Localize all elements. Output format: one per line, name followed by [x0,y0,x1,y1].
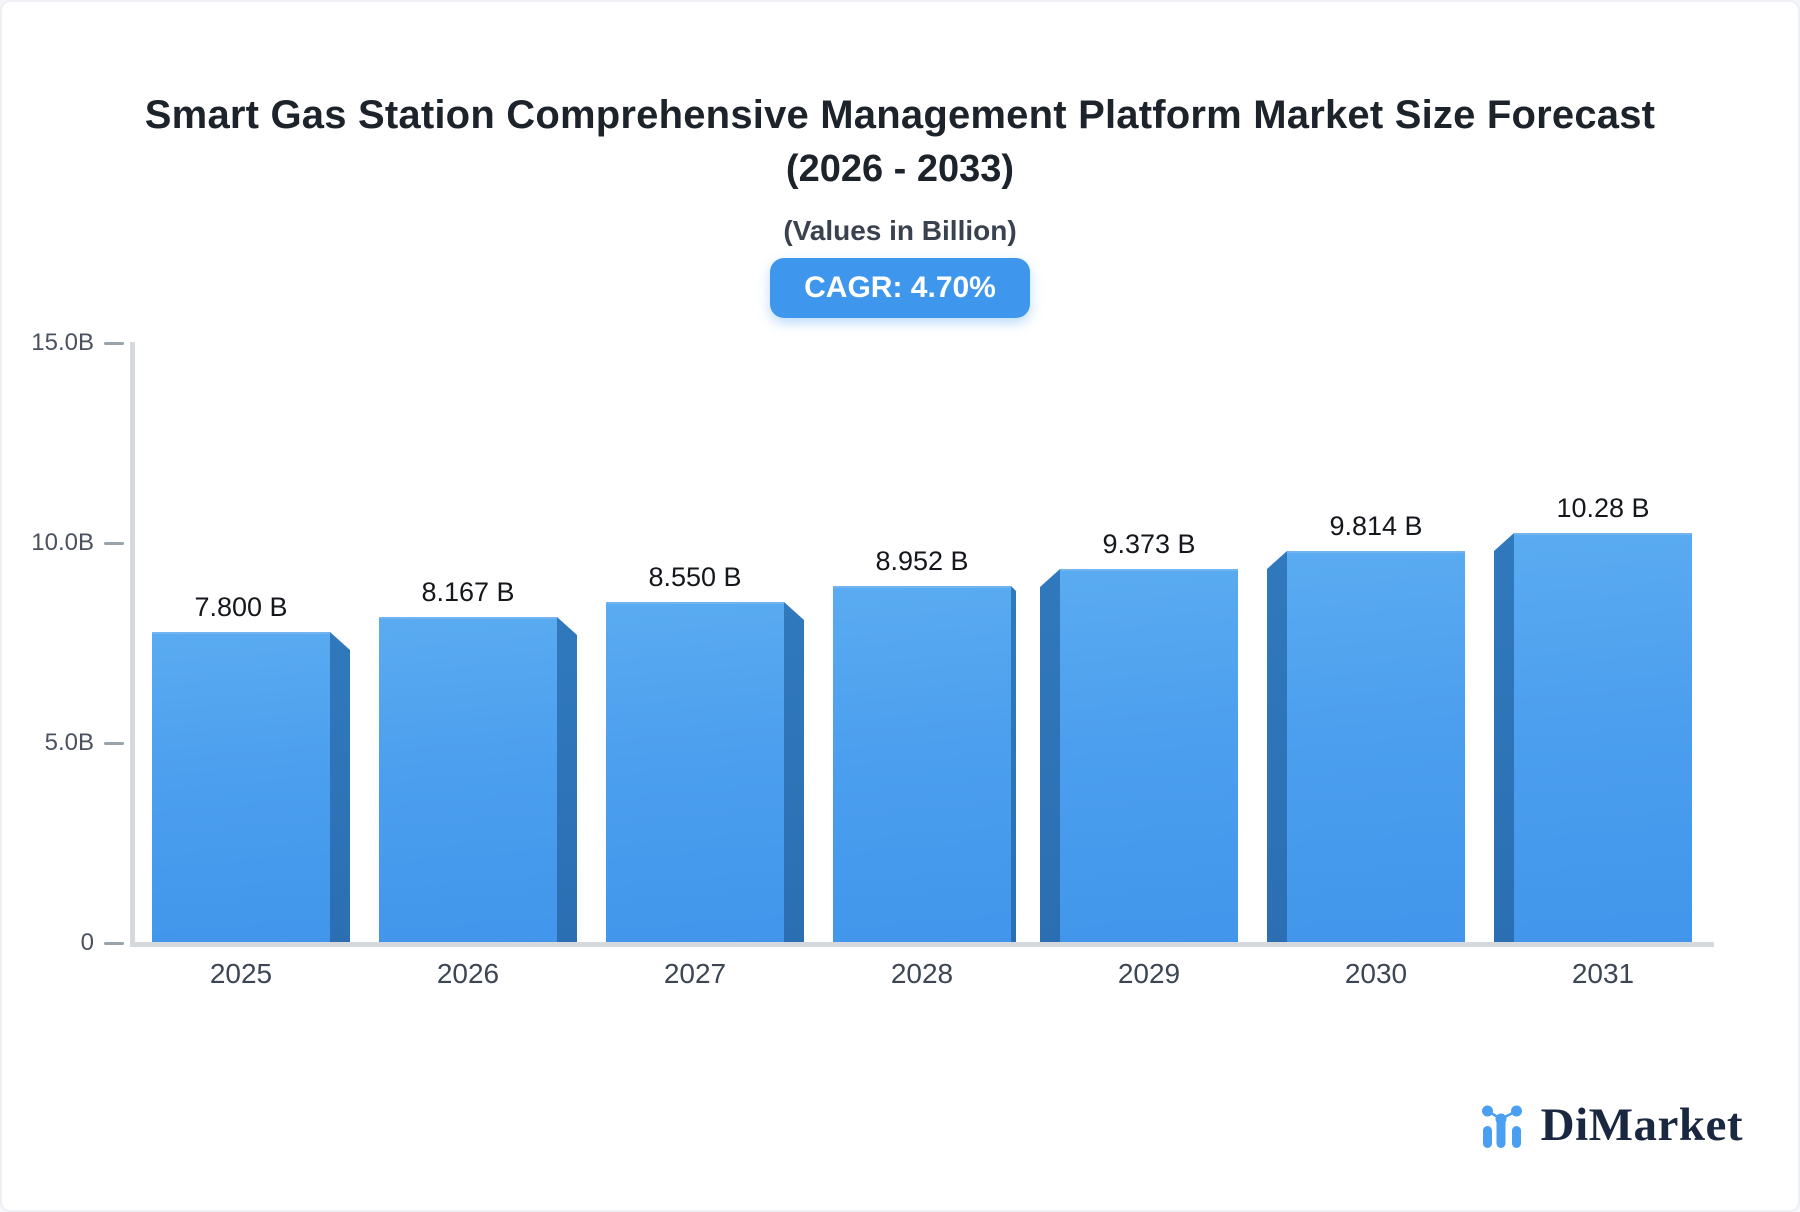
chart-header: Smart Gas Station Comprehensive Manageme… [2,90,1798,318]
bar-face[interactable] [379,617,557,944]
x-axis-label: 2030 [1344,958,1408,989]
y-tick-label: 10.0B [31,529,94,556]
bar-face[interactable] [1514,533,1692,944]
bar-value-label: 8.952 B [875,546,969,576]
y-tick-label: 0 [80,929,94,956]
bar-value-label: 8.167 B [421,577,515,607]
bar-side-bevel [1494,533,1514,944]
bar-side-bevel [330,632,350,944]
bar-side-bevel [784,602,804,944]
y-tick-mark [104,742,124,745]
bar-side-bevel [1267,551,1287,944]
x-axis-label: 2028 [890,958,954,989]
cagr-badge: CAGR: 4.70% [770,258,1030,318]
bar-face[interactable] [833,586,1011,944]
x-axis-line [130,942,1714,947]
bar-value-label: 8.550 B [648,562,742,592]
x-axis-label: 2031 [1571,958,1635,989]
y-axis-line [130,342,135,946]
x-axis-label: 2027 [663,958,727,989]
y-tick-mark [104,942,124,945]
bar-face[interactable] [1287,551,1465,944]
bar-side-bevel [1040,569,1060,944]
chart-title-line2: (2026 - 2033) [785,148,1015,190]
y-tick-mark [104,342,124,345]
bar-value-label: 9.814 B [1329,511,1423,541]
x-axis-label: 2029 [1117,958,1181,989]
bar-value-label: 7.800 B [194,592,288,622]
y-tick-label: 15.0B [31,329,94,356]
x-axis-label: 2025 [209,958,273,989]
bar-value-label: 10.28 B [1556,493,1650,523]
y-tick-label: 5.0B [44,729,94,756]
bar-face[interactable] [606,602,784,944]
bar-face[interactable] [1060,569,1238,944]
bar-side-bevel [1011,586,1016,944]
bar-chart-logo-icon [1481,1105,1522,1148]
bar-side-bevel [557,617,577,944]
logo-text: DiMarket [1540,1099,1743,1151]
chart-subtitle: (Values in Billion) [783,215,1017,246]
chart-title-line1: Smart Gas Station Comprehensive Manageme… [144,93,1656,137]
dimarket-logo[interactable]: DiMarket [1481,1098,1743,1152]
y-tick-mark [104,542,124,545]
bar-face[interactable] [152,632,330,944]
bar-value-label: 9.373 B [1102,529,1196,559]
x-axis-label: 2026 [436,958,500,989]
